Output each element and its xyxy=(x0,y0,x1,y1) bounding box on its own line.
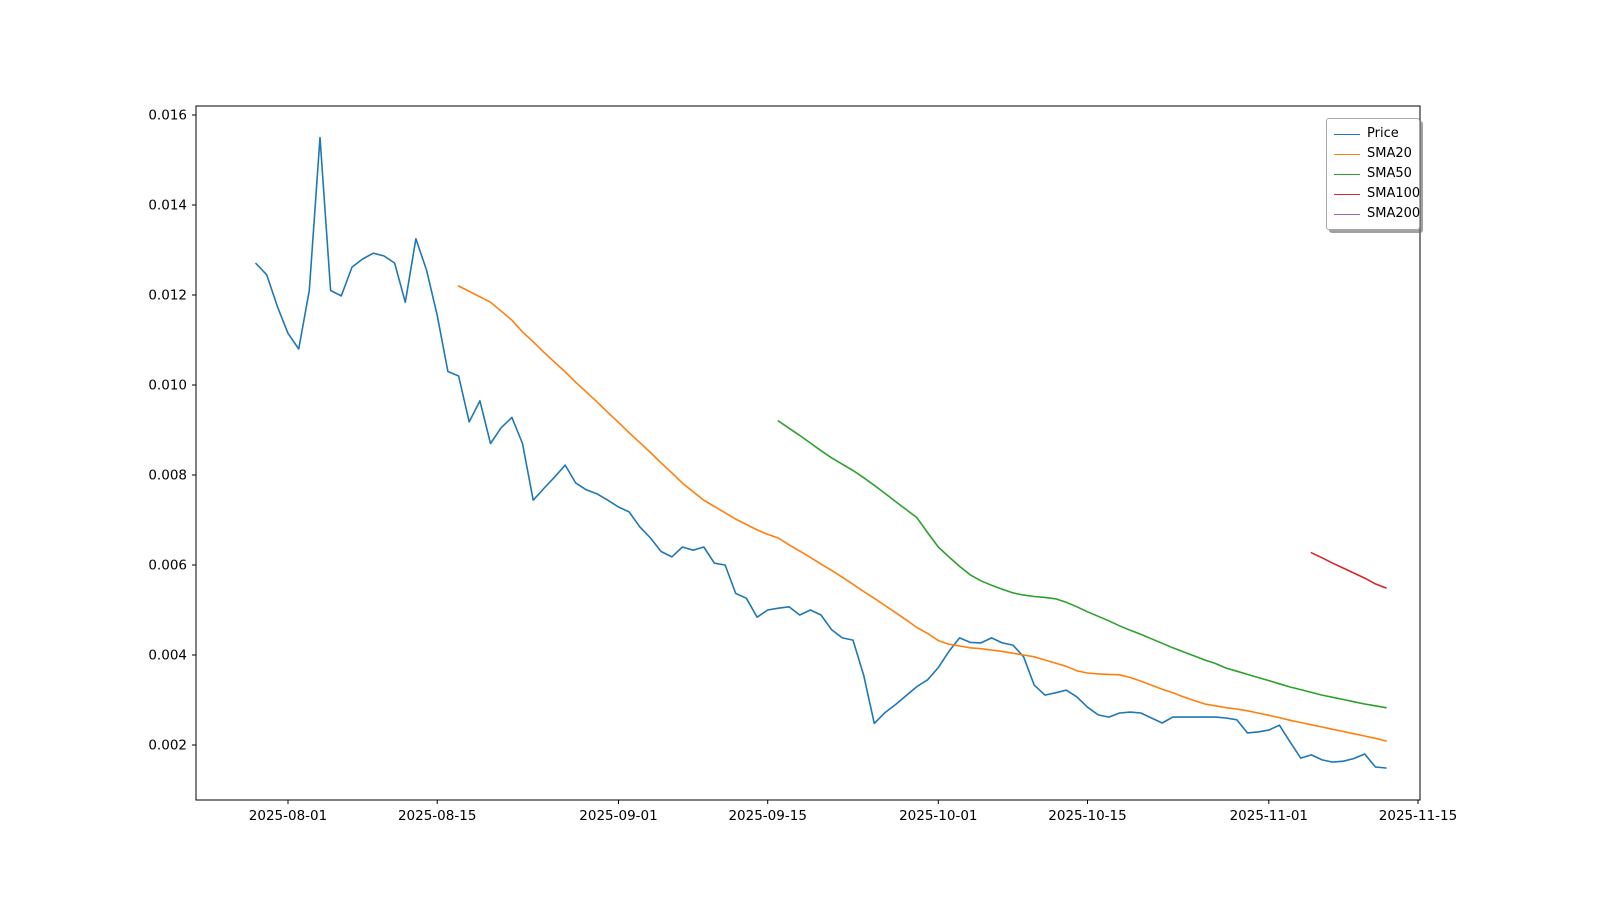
legend-item-sma200: SMA200 xyxy=(1334,204,1420,224)
plot-border xyxy=(195,105,1421,801)
legend-label-sma20: SMA20 xyxy=(1367,146,1412,161)
legend-line-sample-price xyxy=(1334,133,1360,135)
y-tick-label: 0.012 xyxy=(148,288,187,304)
x-tick-label: 2025-10-01 xyxy=(899,808,977,824)
legend-item-sma50: SMA50 xyxy=(1334,164,1412,184)
y-tick-label: 0.006 xyxy=(148,558,187,574)
x-tick-label: 2025-11-15 xyxy=(1379,808,1457,824)
y-tick-label: 0.014 xyxy=(148,198,187,214)
series-line-price xyxy=(255,136,1387,769)
y-tick-label: 0.004 xyxy=(148,648,187,664)
legend-item-sma20: SMA20 xyxy=(1334,144,1412,164)
legend-line-sample-sma200 xyxy=(1334,213,1360,215)
x-tick-label: 2025-09-15 xyxy=(728,808,806,824)
x-tick-label: 2025-08-01 xyxy=(249,808,327,824)
legend-line-sample-sma100 xyxy=(1334,193,1360,195)
legend-label-sma100: SMA100 xyxy=(1367,186,1421,201)
series-line-sma50 xyxy=(777,420,1387,709)
series-line-sma20 xyxy=(457,285,1387,742)
legend-item-sma100: SMA100 xyxy=(1334,184,1420,204)
series-line-sma100 xyxy=(1310,551,1387,589)
axis-ticks: 2025-08-01 2025-08-15 2025-09-01 2025-09-15… xyxy=(148,108,1457,825)
x-tick-label: 2025-10-15 xyxy=(1048,808,1126,824)
y-tick-label: 0.008 xyxy=(148,468,187,484)
legend-item-price: Price xyxy=(1334,124,1412,144)
legend-label-sma50: SMA50 xyxy=(1367,166,1412,181)
legend-label-price: Price xyxy=(1367,126,1399,141)
x-tick-label: 2025-08-15 xyxy=(398,808,476,824)
y-tick-label: 0.010 xyxy=(148,378,187,394)
legend-line-sample-sma20 xyxy=(1334,153,1360,155)
y-tick-label: 0.002 xyxy=(148,738,187,754)
y-tick-label: 0.016 xyxy=(148,108,187,124)
x-tick-label: 2025-11-01 xyxy=(1230,808,1308,824)
legend-label-sma200: SMA200 xyxy=(1367,206,1421,221)
chart-series xyxy=(255,136,1387,769)
legend-line-sample-sma50 xyxy=(1334,173,1360,175)
legend: Price SMA20 SMA50 SMA100 SMA200 xyxy=(1326,118,1420,230)
x-tick-label: 2025-09-01 xyxy=(579,808,657,824)
